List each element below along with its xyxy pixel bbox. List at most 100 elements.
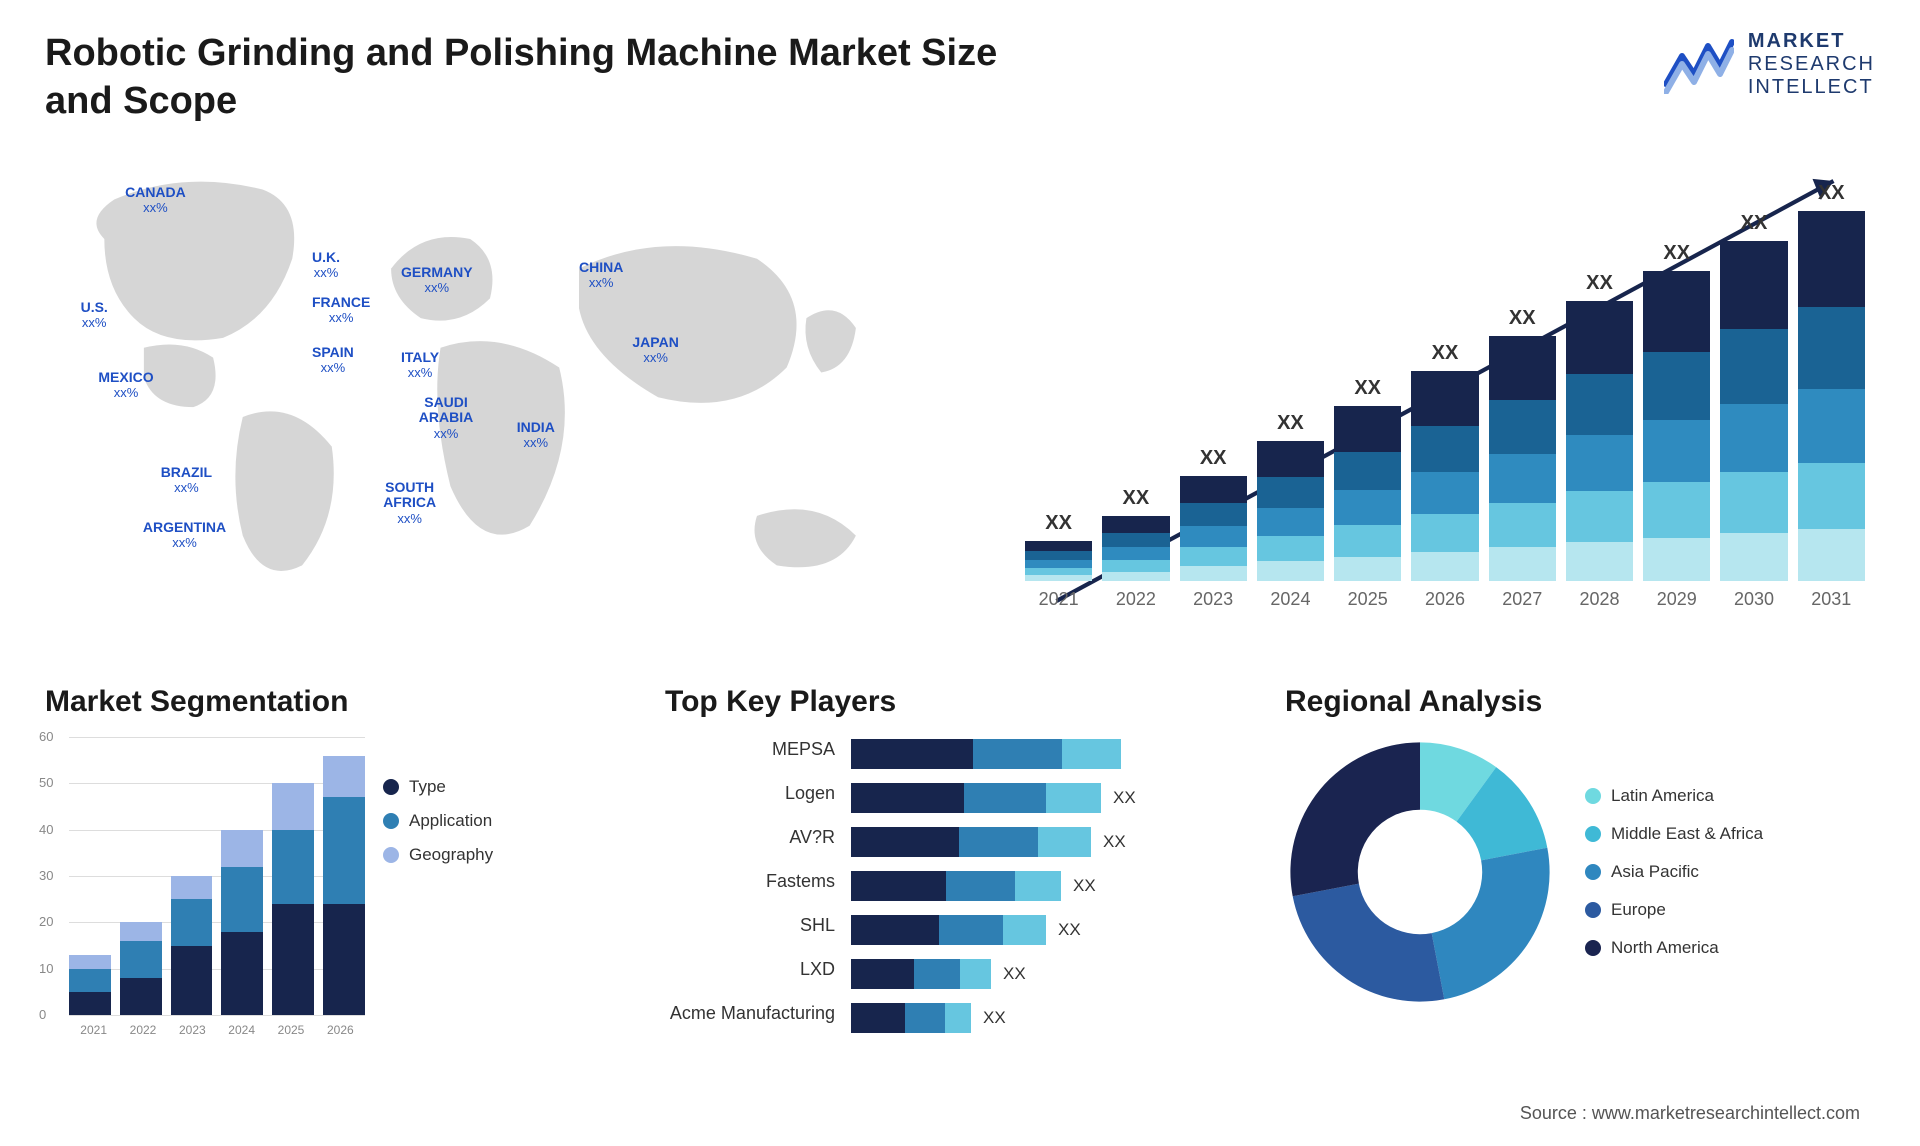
player-bar-row: XX (851, 783, 1136, 813)
regional-legend-item: Middle East & Africa (1585, 824, 1763, 844)
market-bar-year: 2024 (1270, 589, 1310, 610)
market-bar-year: 2029 (1657, 589, 1697, 610)
segmentation-title: Market Segmentation (45, 685, 635, 719)
player-value: XX (1003, 964, 1026, 984)
player-name: AV?R (665, 827, 835, 857)
donut-slice (1290, 742, 1420, 896)
world-map (45, 150, 935, 644)
map-label-argentina: ARGENTINAxx% (143, 520, 226, 551)
source-text: Source : www.marketresearchintellect.com (1520, 1103, 1860, 1124)
brand-icon (1664, 36, 1734, 94)
market-bar-value: XX (1741, 212, 1768, 235)
player-value: XX (1073, 876, 1096, 896)
map-label-us: U.S.xx% (81, 300, 108, 331)
market-bar-year: 2026 (1425, 589, 1465, 610)
market-bar-value: XX (1432, 342, 1459, 365)
map-label-italy: ITALYxx% (401, 350, 439, 381)
market-bar-2023: XX2023 (1180, 447, 1247, 610)
market-bar-value: XX (1123, 487, 1150, 510)
map-label-china: CHINAxx% (579, 260, 623, 291)
seg-ytick: 0 (39, 1007, 46, 1022)
map-label-spain: SPAINxx% (312, 345, 354, 376)
player-bar-row: XX (851, 827, 1136, 857)
seg-ytick: 60 (39, 729, 53, 744)
player-bar-row: XX (851, 959, 1136, 989)
seg-bar-2025 (272, 783, 314, 1015)
seg-ytick: 50 (39, 775, 53, 790)
map-label-japan: JAPANxx% (632, 335, 678, 366)
player-name: Logen (665, 783, 835, 813)
market-bar-year: 2030 (1734, 589, 1774, 610)
seg-bar-2022 (120, 922, 162, 1015)
segmentation-panel: Market Segmentation 01020304050602021202… (45, 685, 635, 1065)
brand-logo: MARKET RESEARCH INTELLECT (1664, 30, 1875, 99)
donut-slice (1293, 884, 1445, 1002)
regional-legend-item: Asia Pacific (1585, 862, 1763, 882)
player-bar-row: XX (851, 1003, 1136, 1033)
market-bar-value: XX (1586, 272, 1613, 295)
map-label-france: FRANCExx% (312, 295, 370, 326)
seg-ytick: 20 (39, 914, 53, 929)
seg-bar-2024 (221, 830, 263, 1015)
brand-line3: INTELLECT (1748, 76, 1875, 99)
market-bar-2024: XX 2024 (1257, 412, 1324, 610)
market-bar-year: 2027 (1502, 589, 1542, 610)
market-size-chart: XX2021XX2022XX2023XX2024XX2025XX2026XX20… (985, 150, 1875, 650)
brand-line1: MARKET (1748, 30, 1875, 53)
market-bar-value: XX (1045, 512, 1072, 535)
market-bar-year: 2023 (1193, 589, 1233, 610)
seg-ytick: 40 (39, 822, 53, 837)
market-bar-year: 2022 (1116, 589, 1156, 610)
player-bar-row (851, 739, 1136, 769)
market-bar-value: XX (1277, 412, 1304, 435)
seg-xlabel: 2023 (172, 1023, 212, 1037)
map-label-mexico: MEXICOxx% (98, 370, 153, 401)
player-value: XX (983, 1008, 1006, 1028)
player-value: XX (1103, 832, 1126, 852)
market-bar-year: 2025 (1348, 589, 1388, 610)
seg-ytick: 30 (39, 868, 53, 883)
players-panel: Top Key Players MEPSA Logen AV?R Fastems SHL… (665, 685, 1255, 1065)
seg-xlabel: 2025 (271, 1023, 311, 1037)
market-bar-2030: XX 2030 (1720, 212, 1787, 610)
map-label-india: INDIAxx% (517, 420, 555, 451)
seg-legend-item: Application (383, 811, 493, 831)
map-label-southafrica: SOUTHAFRICAxx% (383, 480, 436, 526)
market-bar-2031: XX2031 (1798, 182, 1865, 610)
regional-legend-item: North America (1585, 938, 1763, 958)
seg-legend-item: Type (383, 777, 493, 797)
market-bar-2025: XX 2025 (1334, 377, 1401, 610)
regional-legend: Latin America Middle East & Africa Asia Pa… (1585, 786, 1763, 958)
player-name: LXD (665, 959, 835, 989)
market-bar-year: 2028 (1579, 589, 1619, 610)
market-bar-2022: XX 2022 (1102, 487, 1169, 610)
regional-donut-chart (1285, 737, 1555, 1007)
player-bar-row: XX (851, 915, 1136, 945)
player-bar-row: XX (851, 871, 1136, 901)
market-bar-value: XX (1509, 307, 1536, 330)
regional-title: Regional Analysis (1285, 685, 1875, 719)
brand-line2: RESEARCH (1748, 53, 1875, 76)
donut-slice (1432, 848, 1550, 1000)
players-title: Top Key Players (665, 685, 1255, 719)
map-label-uk: U.K.xx% (312, 250, 340, 281)
seg-legend-item: Geography (383, 845, 493, 865)
player-value: XX (1113, 788, 1136, 808)
regional-legend-item: Europe (1585, 900, 1763, 920)
seg-bar-2023 (171, 876, 213, 1015)
map-label-canada: CANADAxx% (125, 185, 186, 216)
player-name: MEPSA (665, 739, 835, 769)
page-title: Robotic Grinding and Polishing Machine M… (45, 30, 1045, 125)
player-name: Acme Manufacturing (665, 1003, 835, 1033)
segmentation-chart: 0102030405060202120222023202420252026 (45, 737, 365, 1037)
market-bar-value: XX (1354, 377, 1381, 400)
market-bar-2028: XX 2028 (1566, 272, 1633, 610)
market-bar-value: XX (1663, 242, 1690, 265)
player-name: Fastems (665, 871, 835, 901)
seg-xlabel: 2022 (123, 1023, 163, 1037)
map-label-brazil: BRAZILxx% (161, 465, 212, 496)
seg-bar-2026 (323, 756, 365, 1015)
player-value: XX (1058, 920, 1081, 940)
regional-legend-item: Latin America (1585, 786, 1763, 806)
player-name: SHL (665, 915, 835, 945)
